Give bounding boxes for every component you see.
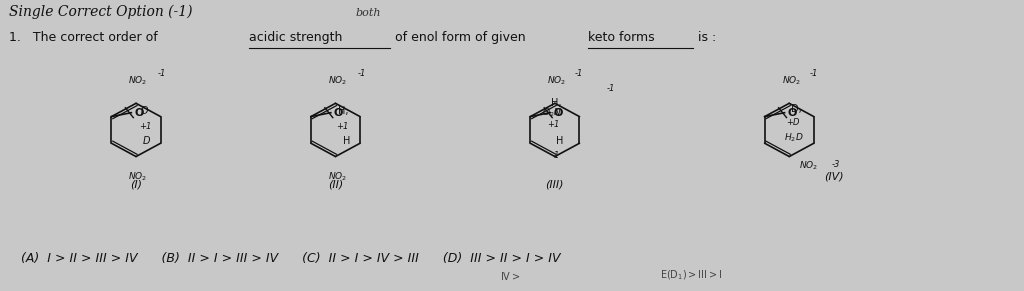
Text: $NO_2$: $NO_2$ xyxy=(128,74,147,86)
Text: $NO_2$: $NO_2$ xyxy=(547,74,566,86)
Text: H: H xyxy=(556,136,563,146)
Text: is :: is : xyxy=(693,31,716,44)
Text: (I): (I) xyxy=(130,179,142,189)
Text: O: O xyxy=(134,108,143,118)
Text: -1: -1 xyxy=(551,150,559,159)
Text: -1: -1 xyxy=(607,84,615,93)
Text: +D: +D xyxy=(786,118,800,127)
Text: O: O xyxy=(553,108,562,118)
Text: +1: +1 xyxy=(336,122,348,131)
Text: of enol form of given: of enol form of given xyxy=(391,31,530,44)
Text: both: both xyxy=(355,8,381,17)
Text: +1: +1 xyxy=(547,120,559,129)
Text: $O_2N$: $O_2N$ xyxy=(542,107,561,119)
Text: (III): (III) xyxy=(546,179,564,189)
Text: $NO_2$: $NO_2$ xyxy=(328,74,347,86)
Text: D: D xyxy=(143,136,151,146)
Text: $\mathrm{E(D_1)>III>I}$: $\mathrm{E(D_1)>III>I}$ xyxy=(659,268,722,282)
Text: -1: -1 xyxy=(809,69,817,78)
Text: H,: H, xyxy=(551,98,561,108)
Text: 1.   The correct order of: 1. The correct order of xyxy=(9,31,162,44)
Text: -3: -3 xyxy=(831,160,840,169)
Text: O: O xyxy=(787,108,797,118)
Text: D,: D, xyxy=(792,104,802,114)
Text: +1: +1 xyxy=(138,122,152,131)
Text: $NO_2$: $NO_2$ xyxy=(128,170,147,183)
Text: $NO_2$: $NO_2$ xyxy=(781,74,801,86)
Text: $H_2D$: $H_2D$ xyxy=(784,131,804,143)
Text: acidic strength: acidic strength xyxy=(249,31,342,44)
Text: D: D xyxy=(141,106,148,116)
Text: $NO_2$: $NO_2$ xyxy=(328,170,347,183)
Text: (A)  I > II > III > IV      (B)  II > I > III > IV      (C)  II > I > IV > III  : (A) I > II > III > IV (B) II > I > III >… xyxy=(22,252,561,265)
Text: $\mathrm{IV>}$: $\mathrm{IV>}$ xyxy=(500,270,520,282)
Text: -1: -1 xyxy=(158,69,166,78)
Text: -1: -1 xyxy=(574,69,584,78)
Text: H,: H, xyxy=(338,106,348,116)
Text: (II): (II) xyxy=(328,179,343,189)
Text: (IV): (IV) xyxy=(824,171,844,181)
Text: -1: -1 xyxy=(357,69,366,78)
Text: O: O xyxy=(334,108,343,118)
Text: $NO_2$: $NO_2$ xyxy=(800,159,818,171)
Text: Single Correct Option (-1): Single Correct Option (-1) xyxy=(9,4,193,19)
Text: H: H xyxy=(343,136,350,146)
Text: keto forms: keto forms xyxy=(588,31,654,44)
